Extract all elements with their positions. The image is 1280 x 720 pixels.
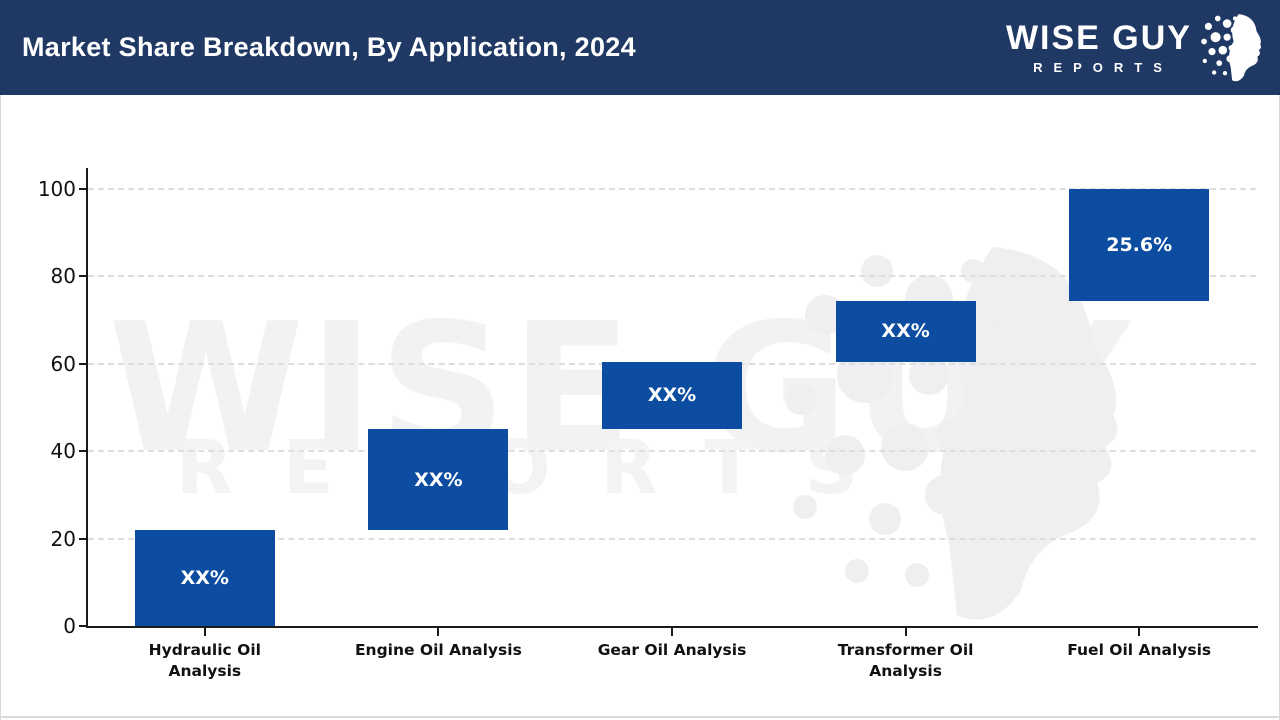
- x-category-label-text: Gear Oil Analysis: [597, 641, 747, 659]
- y-tick-label-80: 80: [50, 264, 76, 289]
- left-border-line: [0, 95, 1, 720]
- x-tick-mark-hydraulic-oil-analysis: [203, 628, 206, 636]
- y-tick-mark-100: [79, 188, 87, 190]
- x-tick-mark-engine-oil-analysis: [437, 628, 440, 636]
- y-tick-mark-40: [79, 450, 87, 453]
- gridline-20: [88, 537, 1256, 540]
- bar-value-label: XX%: [647, 384, 697, 407]
- wiseguy-logo: WISE GUY REPORTS: [1006, 7, 1266, 89]
- bar-engine-oil-analysis: XX%: [368, 429, 509, 530]
- logo-sub-text: REPORTS: [1033, 59, 1173, 75]
- gridline-80: [88, 275, 1256, 278]
- bar-transformer-oil-analysis: XX%: [835, 300, 976, 362]
- chart-title: Market Share Breakdown, By Application, …: [22, 32, 636, 62]
- gridline-40: [88, 450, 1256, 453]
- x-tick-mark-gear-oil-analysis: [671, 628, 673, 636]
- bar-value-label: XX%: [414, 468, 463, 491]
- y-tick-label-60: 60: [50, 351, 76, 376]
- x-category-label-hydraulic-oil-analysis: Hydraulic Oil Analysis: [100, 640, 310, 682]
- header-bar: Market Share Breakdown, By Application, …: [0, 0, 1280, 95]
- logo-name-text: WISE GUY: [1005, 18, 1192, 57]
- logo-text: WISE GUY REPORTS: [1006, 21, 1192, 75]
- y-tick-label-0: 0: [63, 614, 76, 638]
- x-axis-line: [86, 626, 1258, 628]
- bottom-border-line: [0, 716, 1280, 718]
- bar-value-label: 25.6%: [1106, 233, 1173, 256]
- x-category-label-gear-oil-analysis: Gear Oil Analysis: [567, 640, 777, 661]
- x-category-label-text: Hydraulic Oil Analysis: [148, 641, 261, 680]
- bar-value-label: XX%: [881, 320, 930, 343]
- x-tick-mark-fuel-oil-analysis: [1138, 628, 1141, 636]
- y-tick-label-100: 100: [37, 177, 76, 201]
- x-category-label-fuel-oil-analysis: Fuel Oil Analysis: [1034, 640, 1244, 661]
- plot-area: XX% XX% XX% XX% 25.6%: [88, 188, 1256, 626]
- dotted-head-icon: [1201, 13, 1262, 81]
- bar-value-label: XX%: [180, 566, 229, 589]
- y-tick-label-20: 20: [50, 526, 76, 551]
- x-category-label-text: Fuel Oil Analysis: [1067, 641, 1212, 659]
- y-tick-label-40: 40: [50, 439, 76, 464]
- y-tick-mark-80: [79, 275, 87, 278]
- x-category-label-engine-oil-analysis: Engine Oil Analysis: [333, 640, 543, 661]
- x-category-label-transformer-oil-analysis: Transformer Oil Analysis: [801, 640, 1011, 682]
- y-tick-mark-60: [79, 362, 87, 365]
- x-category-label-text: Engine Oil Analysis: [354, 641, 522, 659]
- y-tick-mark-0: [79, 625, 87, 627]
- x-category-label-text: Transformer Oil Analysis: [837, 641, 974, 680]
- gridline-100: [88, 188, 1256, 190]
- y-tick-mark-20: [79, 537, 87, 540]
- y-axis-line: [86, 168, 88, 628]
- x-tick-mark-transformer-oil-analysis: [904, 628, 907, 636]
- bar-gear-oil-analysis: XX%: [602, 361, 742, 430]
- bar-hydraulic-oil-analysis: XX%: [134, 529, 275, 626]
- bar-fuel-oil-analysis: 25.6%: [1069, 189, 1210, 301]
